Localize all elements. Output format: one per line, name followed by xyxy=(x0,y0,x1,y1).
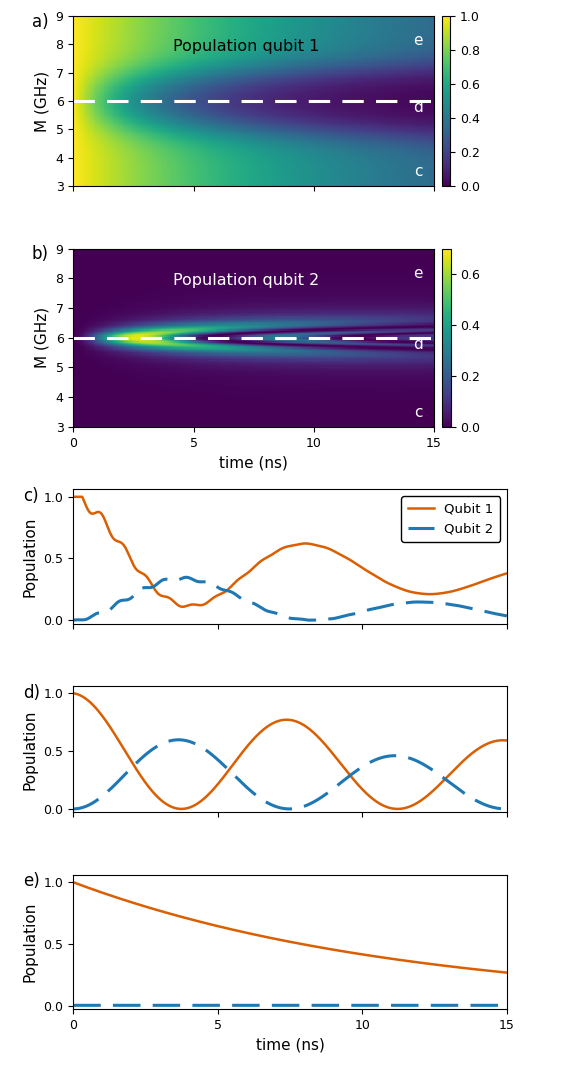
Qubit 2 xyxy=(411,596,418,609)
Qubit 1 xyxy=(281,541,288,554)
Y-axis label: Population: Population xyxy=(23,709,38,789)
Text: d: d xyxy=(413,337,423,352)
Qubit 1 xyxy=(411,586,418,599)
Text: b): b) xyxy=(32,245,49,263)
Y-axis label: M (GHz): M (GHz) xyxy=(35,308,50,368)
Text: c): c) xyxy=(23,487,39,505)
Y-axis label: Population: Population xyxy=(23,901,38,983)
Text: e: e xyxy=(413,266,423,281)
Text: Population qubit 1: Population qubit 1 xyxy=(173,40,319,54)
Y-axis label: M (GHz): M (GHz) xyxy=(35,70,50,131)
Qubit 1 xyxy=(503,567,510,580)
X-axis label: time (ns): time (ns) xyxy=(255,1037,325,1053)
Qubit 2 xyxy=(183,571,190,584)
Qubit 2 xyxy=(70,614,77,627)
Qubit 1 xyxy=(270,548,277,561)
Qubit 2 xyxy=(491,607,498,619)
Line: Qubit 2: Qubit 2 xyxy=(73,578,507,621)
Qubit 2 xyxy=(491,607,498,619)
Text: e): e) xyxy=(23,873,40,890)
Qubit 2 xyxy=(281,610,288,623)
Text: c: c xyxy=(414,405,423,420)
Qubit 2 xyxy=(92,608,99,621)
Qubit 1 xyxy=(491,571,498,584)
Qubit 1 xyxy=(70,490,77,503)
Qubit 1 xyxy=(92,506,99,519)
Text: c: c xyxy=(414,164,423,179)
Qubit 1 xyxy=(179,600,186,613)
Text: d): d) xyxy=(23,684,40,702)
Legend: Qubit 1, Qubit 2: Qubit 1, Qubit 2 xyxy=(401,496,500,541)
Text: d: d xyxy=(413,100,423,115)
X-axis label: time (ns): time (ns) xyxy=(219,455,288,470)
Text: e: e xyxy=(413,33,423,48)
Qubit 2 xyxy=(503,610,510,623)
Qubit 2 xyxy=(270,606,277,618)
Text: a): a) xyxy=(32,13,49,31)
Qubit 1 xyxy=(491,571,498,584)
Line: Qubit 1: Qubit 1 xyxy=(73,497,507,607)
Y-axis label: Population: Population xyxy=(23,517,38,597)
Text: Population qubit 2: Population qubit 2 xyxy=(173,273,319,288)
